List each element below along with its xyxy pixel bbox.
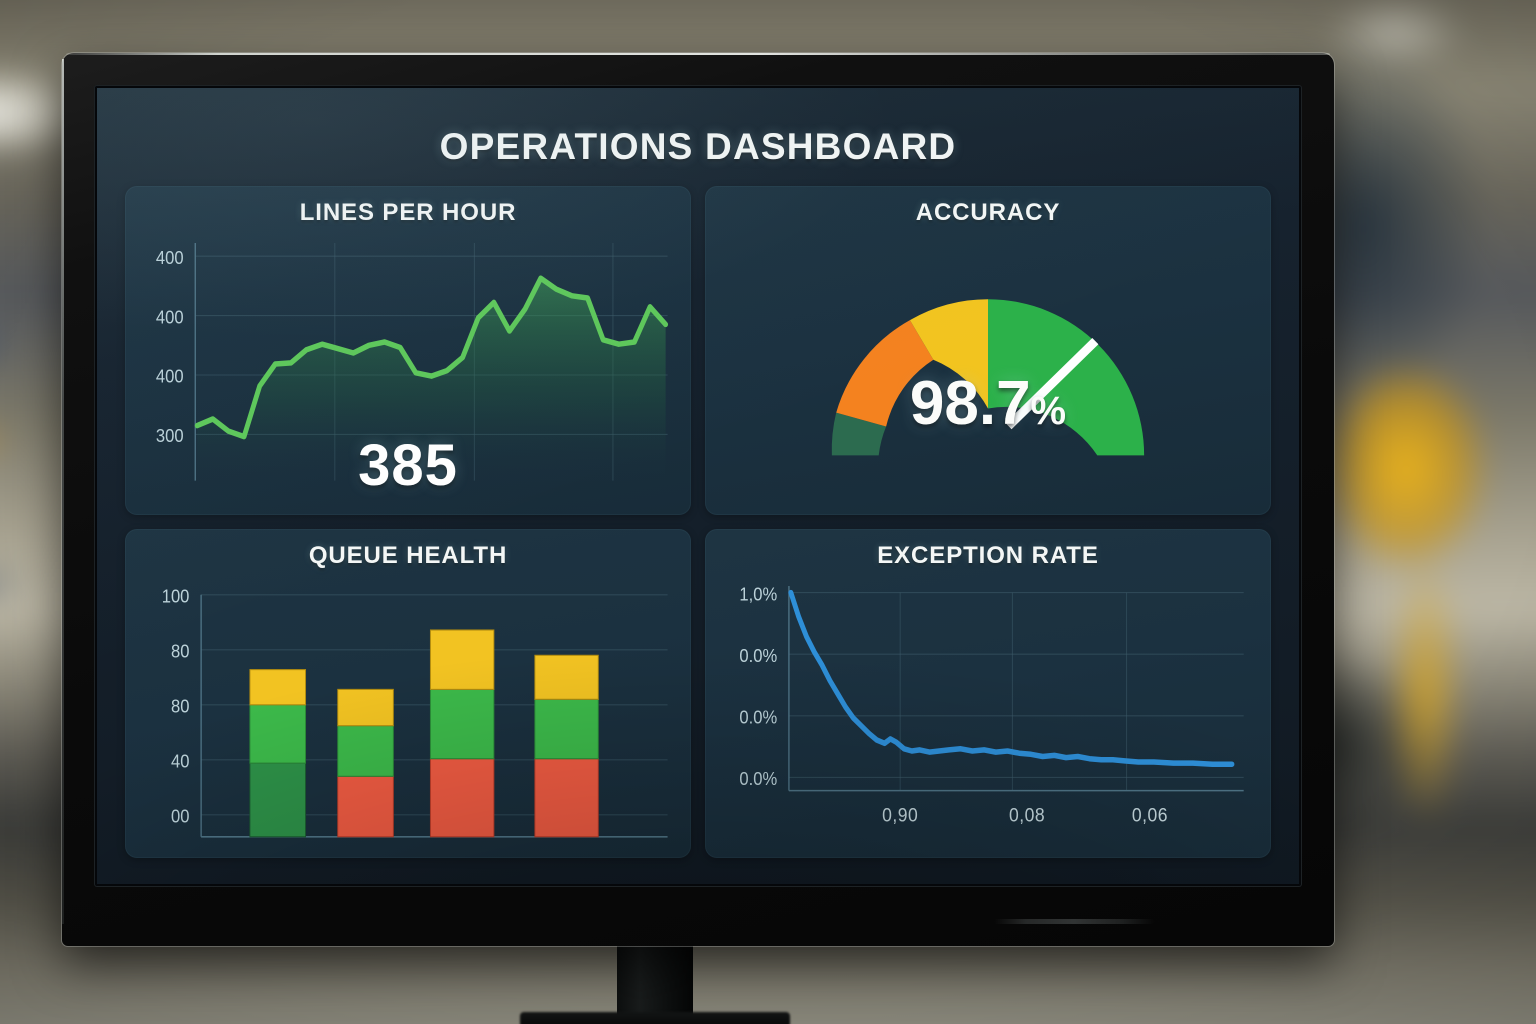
exception-rate-gridlines: [788, 586, 1244, 792]
ytick-label: 80: [171, 696, 190, 717]
monitor-stand-neck: [617, 940, 693, 1024]
dashboard: OPERATIONS DASHBOARD LINES PER HOUR: [97, 88, 1299, 884]
queue-health-yticks: 100 80 80 40 00: [162, 586, 190, 827]
xtick-label: 0,90: [882, 803, 918, 825]
bar-segment-middle: [337, 725, 394, 777]
lines-per-hour-svg: 400 400 400 300: [156, 243, 669, 481]
panel-accuracy[interactable]: ACCURACY: [705, 186, 1271, 515]
gauge-segment-dark-green: [831, 412, 887, 456]
ytick-label: 100: [162, 586, 190, 607]
ytick-label: 40: [171, 751, 190, 772]
xtick-label: 0,08: [1009, 803, 1045, 825]
ytick-label: 00: [171, 806, 190, 827]
ytick-label: 1,0%: [739, 583, 777, 604]
gauge-segment-orange: [836, 320, 934, 427]
exception-rate-svg: 1,0% 0.0% 0.0% 0.0% 0,90 0,08 0,06: [739, 583, 1244, 826]
accuracy-value-display: 98.7%: [705, 368, 1271, 439]
bar-segment-middle: [534, 698, 599, 760]
ytick-label: 400: [156, 306, 184, 327]
exception-rate-xticks: 0,90 0,08 0,06: [882, 803, 1168, 825]
accuracy-gauge: 98.7%: [705, 226, 1271, 509]
lines-per-hour-yticks: 400 400 400 300: [156, 247, 184, 446]
ytick-label: 300: [156, 425, 184, 446]
accuracy-value: 98.7: [909, 368, 1031, 438]
panel-title-exception-rate: EXCEPTION RATE: [877, 542, 1099, 569]
accuracy-unit: %: [1030, 388, 1067, 433]
monitor-indicator-strip: [994, 919, 1154, 924]
lines-per-hour-area: [197, 278, 666, 481]
monitor-screen: OPERATIONS DASHBOARD LINES PER HOUR: [97, 88, 1299, 884]
table-row: [534, 654, 599, 838]
table-row: [429, 629, 495, 838]
lines-per-hour-value: 385: [358, 433, 458, 498]
bar-segment-top: [249, 669, 307, 706]
bar-segment-bottom: [337, 775, 394, 838]
table-row: [337, 688, 394, 838]
queue-health-svg: 100 80 80 40 00: [162, 586, 668, 838]
bar-segment-middle: [249, 704, 307, 764]
bar-segment-top: [337, 688, 394, 727]
lines-per-hour-line: [194, 275, 669, 440]
panel-title-lines-per-hour: LINES PER HOUR: [299, 199, 517, 226]
bar-segment-bottom: [249, 762, 307, 838]
panel-lines-per-hour[interactable]: LINES PER HOUR: [125, 186, 691, 515]
gauge-needle: [1005, 338, 1099, 430]
exception-rate-yticks: 1,0% 0.0% 0.0% 0.0%: [739, 583, 777, 789]
bar-segment-top: [429, 629, 495, 690]
ytick-label: 0.0%: [739, 768, 777, 789]
lines-per-hour-chart: 400 400 400 300: [125, 232, 691, 507]
ytick-label: 80: [171, 641, 190, 662]
accuracy-gauge-svg: [831, 299, 1145, 456]
gauge-segment-yellow: [909, 299, 988, 409]
panel-title-accuracy: ACCURACY: [915, 199, 1061, 226]
exception-rate-line: [788, 589, 1235, 767]
monitor-inner-bezel: OPERATIONS DASHBOARD LINES PER HOUR: [94, 85, 1302, 887]
ytick-label: 400: [156, 366, 184, 387]
bar-segment-bottom: [429, 758, 495, 838]
bar-segment-bottom: [534, 758, 599, 838]
queue-health-chart: 100 80 80 40 00: [125, 575, 691, 850]
panel-exception-rate[interactable]: EXCEPTION RATE: [705, 529, 1271, 858]
bar-segment-middle: [429, 688, 495, 760]
bar-segment-top: [534, 654, 599, 700]
table-row: [249, 669, 307, 838]
panel-title-queue-health: QUEUE HEALTH: [308, 542, 508, 569]
ytick-label: 0.0%: [739, 645, 777, 666]
monitor-stand-base: [520, 1012, 790, 1024]
ytick-label: 0.0%: [739, 707, 777, 728]
panel-queue-health[interactable]: QUEUE HEALTH: [125, 529, 691, 858]
ytick-label: 400: [156, 247, 184, 268]
page-title: OPERATIONS DASHBOARD: [439, 126, 957, 167]
monitor-bezel: OPERATIONS DASHBOARD LINES PER HOUR: [62, 53, 1334, 946]
xtick-label: 0,06: [1132, 803, 1168, 825]
panel-grid: LINES PER HOUR: [125, 186, 1271, 858]
gauge-segment-green: [988, 299, 1145, 456]
exception-rate-chart: 1,0% 0.0% 0.0% 0.0% 0,90 0,08 0,06: [705, 575, 1271, 850]
